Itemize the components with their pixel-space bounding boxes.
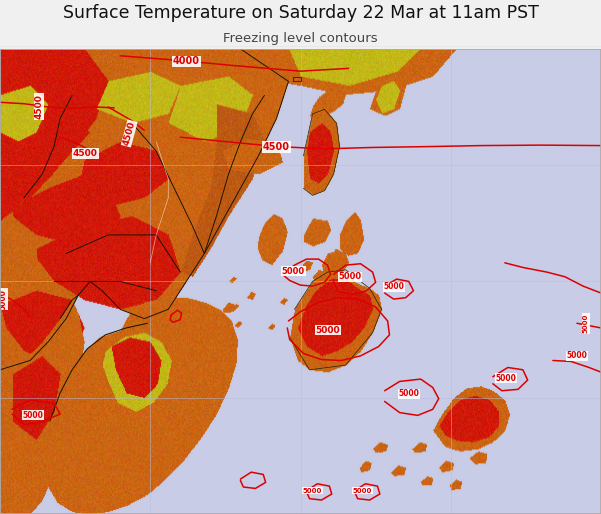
Text: Freezing level contours: Freezing level contours [223, 32, 378, 45]
Text: 5000: 5000 [0, 289, 7, 309]
Text: 4500: 4500 [35, 94, 43, 119]
Text: 5000: 5000 [23, 411, 43, 420]
Text: 4000: 4000 [173, 57, 200, 66]
Text: 5000: 5000 [338, 272, 361, 281]
Text: 5000: 5000 [353, 488, 372, 494]
Text: 5000: 5000 [282, 267, 305, 276]
Text: 4500: 4500 [73, 149, 98, 158]
Text: 5000: 5000 [398, 390, 419, 398]
Text: 4500: 4500 [263, 142, 290, 152]
Text: 5000: 5000 [567, 352, 587, 360]
Text: 5000: 5000 [383, 283, 404, 291]
Text: 5000: 5000 [583, 314, 589, 333]
Text: 5000: 5000 [316, 326, 340, 335]
Text: Surface Temperature on Saturday 22 Mar at 11am PST: Surface Temperature on Saturday 22 Mar a… [63, 4, 538, 22]
Text: 4500: 4500 [121, 120, 137, 146]
Text: 5000: 5000 [303, 488, 322, 494]
Text: 5000: 5000 [496, 374, 516, 382]
